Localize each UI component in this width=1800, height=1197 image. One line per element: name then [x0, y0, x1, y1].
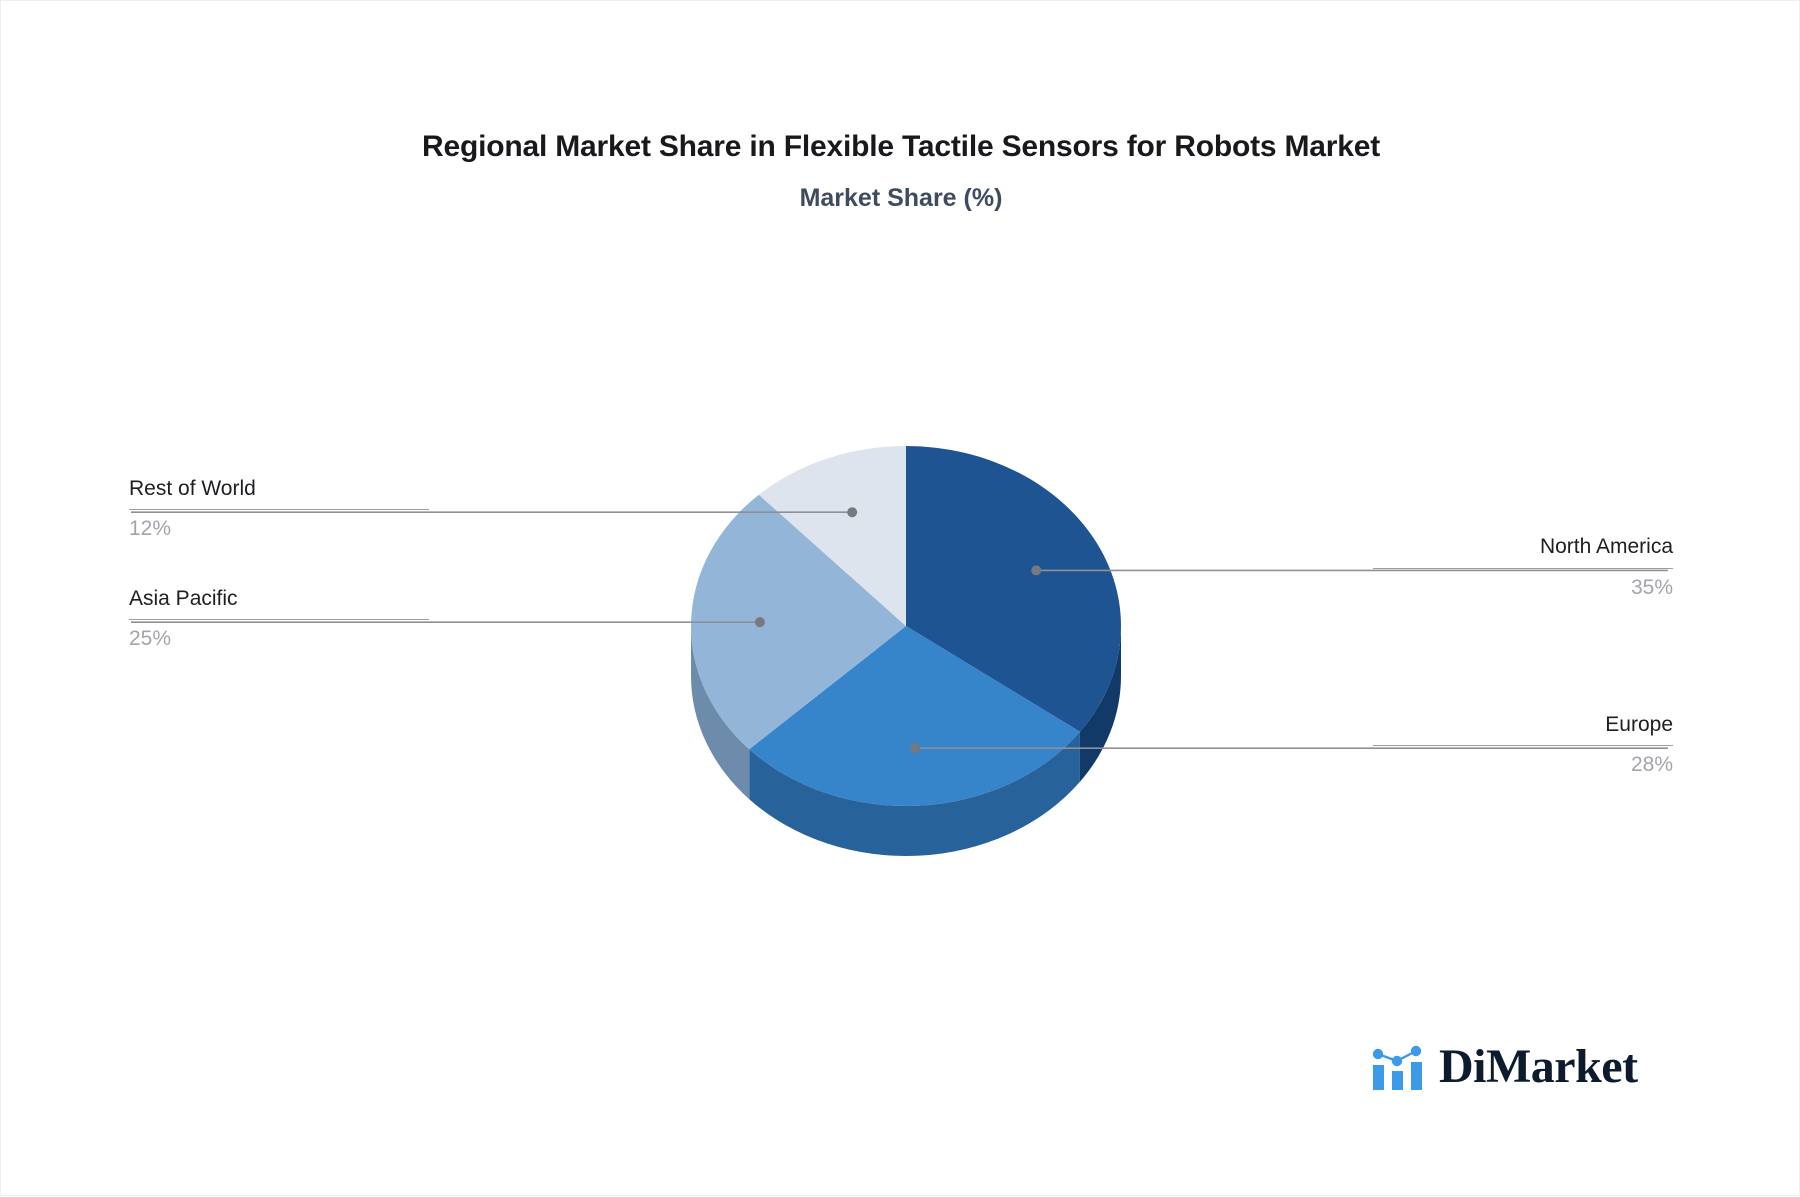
pie-slice-asia-pacific: [690, 494, 906, 750]
pie-slice-north-america: [906, 446, 1121, 732]
leader-dot-asia-pacific: [754, 617, 765, 628]
pie-side-wall-europe: [749, 731, 1080, 857]
leader-dot-north-america: [1031, 565, 1042, 576]
callout-asia-pacific: Asia Pacific 25%: [129, 586, 429, 653]
pie-leader-dots: [754, 507, 1042, 754]
callout-rule-europe: [1373, 745, 1673, 747]
brand-logo-text: DiMarket: [1439, 1040, 1638, 1093]
chart-subtitle: Market Share (%): [799, 184, 1003, 212]
callout-value-rest-of-world: 12%: [129, 517, 172, 541]
callout-rule-asia-pacific: [129, 619, 429, 621]
callout-label-rest-of-world: Rest of World: [129, 477, 256, 501]
bar-chart-logo-icon: [1372, 1045, 1422, 1090]
pie-leader-lines: [131, 511, 1668, 749]
callout-value-north-america: 35%: [1630, 575, 1673, 599]
callout-label-north-america: North America: [1539, 535, 1673, 559]
brand-logo: DiMarket: [1370, 1041, 1638, 1093]
pie-slice-europe: [749, 626, 1080, 807]
callout-label-asia-pacific: Asia Pacific: [129, 587, 238, 611]
callout-value-asia-pacific: 25%: [129, 627, 172, 651]
callout-rest-of-world: Rest of World 12%: [129, 476, 429, 543]
pie-slice-rest-of-world: [758, 446, 906, 626]
pie-side-wall-north-america: [1079, 626, 1121, 782]
pie-side-wall-asia-pacific: [691, 626, 750, 800]
callout-north-america: North America 35%: [1373, 534, 1673, 601]
leader-dot-rest-of-world: [847, 507, 858, 518]
chart-title: Regional Market Share in Flexible Tactil…: [422, 130, 1380, 163]
callout-rule-north-america: [1373, 567, 1673, 569]
title-block: Regional Market Share in Flexible Tactil…: [1, 129, 1800, 213]
leader-dot-europe: [910, 743, 921, 754]
pie-top-faces: [690, 446, 1121, 807]
pie-depth-walls: [691, 626, 1121, 857]
callout-label-europe: Europe: [1605, 713, 1673, 737]
callout-value-europe: 28%: [1630, 753, 1673, 777]
callout-rule-rest-of-world: [129, 509, 429, 511]
callout-europe: Europe 28%: [1373, 712, 1673, 779]
